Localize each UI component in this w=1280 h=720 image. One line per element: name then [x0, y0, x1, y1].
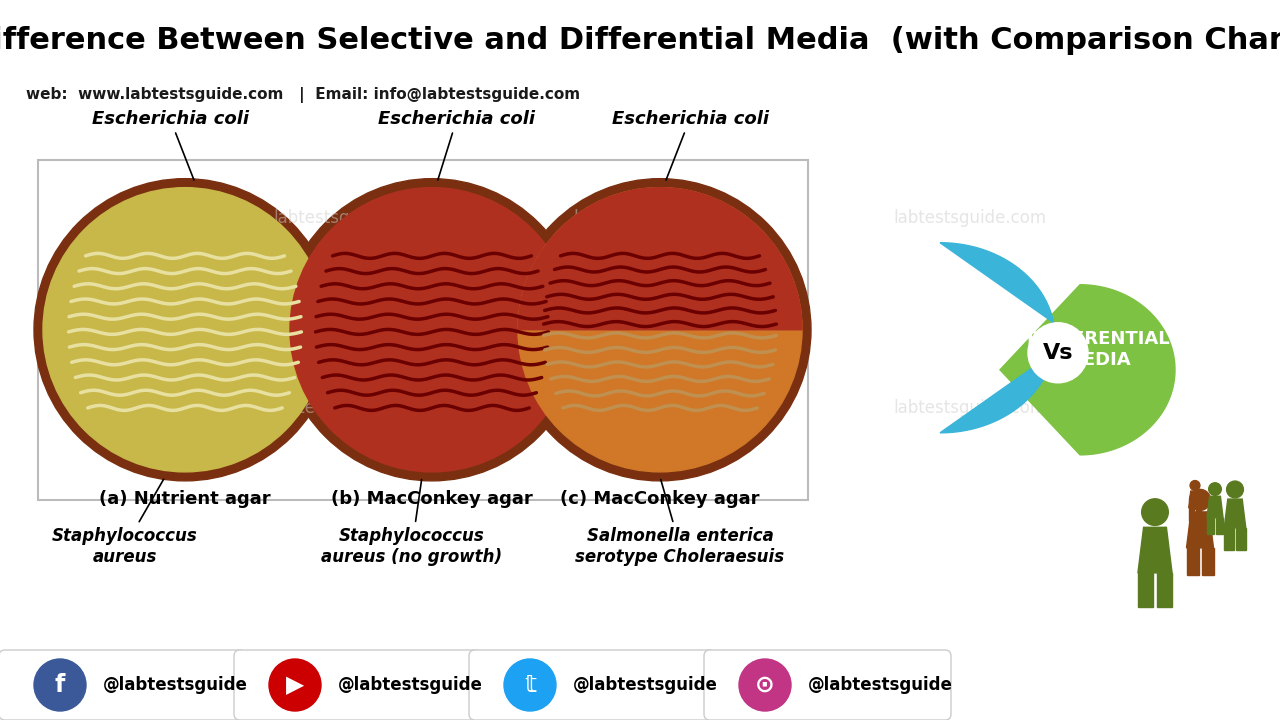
Polygon shape [1224, 528, 1234, 549]
Text: labtestsguide.com: labtestsguide.com [573, 209, 727, 227]
Text: ▶: ▶ [285, 673, 305, 697]
Text: web:  www.labtestsguide.com   |  Email: info@labtestsguide.com: web: www.labtestsguide.com | Email: info… [26, 87, 580, 104]
Circle shape [739, 659, 791, 711]
Text: Difference Between Selective and Differential Media  (with Comparison Chart): Difference Between Selective and Differe… [0, 26, 1280, 55]
Text: (a) Nutrient agar: (a) Nutrient agar [99, 490, 271, 508]
Circle shape [35, 179, 335, 481]
Text: labtestsguide.com: labtestsguide.com [893, 209, 1047, 227]
Circle shape [1208, 483, 1221, 495]
Polygon shape [1207, 518, 1215, 534]
Polygon shape [1189, 491, 1202, 508]
Circle shape [1226, 481, 1243, 498]
Polygon shape [1187, 548, 1198, 575]
Circle shape [269, 659, 321, 711]
Text: Vs: Vs [1043, 343, 1073, 363]
Polygon shape [1000, 284, 1175, 455]
Text: labtestsguide.com: labtestsguide.com [893, 399, 1047, 417]
Text: DIFFERENTIAL
MEDIA: DIFFERENTIAL MEDIA [1027, 330, 1170, 369]
Polygon shape [518, 188, 803, 330]
Polygon shape [1138, 527, 1172, 573]
Circle shape [291, 188, 573, 472]
Text: f: f [55, 673, 65, 697]
Polygon shape [1236, 528, 1245, 549]
Text: Escherichia coli: Escherichia coli [379, 109, 535, 180]
FancyBboxPatch shape [38, 160, 808, 500]
Text: (c) MacConkey agar: (c) MacConkey agar [561, 490, 760, 508]
Circle shape [44, 188, 326, 472]
Circle shape [504, 659, 556, 711]
Text: SELECTIVE
MEDIA: SELECTIVE MEDIA [887, 305, 1004, 346]
Text: labtestsguide.com: labtestsguide.com [274, 399, 426, 417]
Polygon shape [1207, 496, 1224, 518]
Text: Escherichia coli: Escherichia coli [91, 109, 248, 180]
Polygon shape [1189, 508, 1194, 521]
Text: Staphylococcus
aureus (no growth): Staphylococcus aureus (no growth) [321, 480, 503, 566]
Polygon shape [1157, 573, 1172, 607]
Circle shape [1142, 499, 1169, 526]
Polygon shape [1202, 548, 1213, 575]
Text: @labtestsguide: @labtestsguide [102, 676, 247, 694]
Polygon shape [1216, 518, 1224, 534]
Text: @labtestsguide: @labtestsguide [572, 676, 717, 694]
Polygon shape [1187, 512, 1213, 548]
Text: 𝕥: 𝕥 [524, 673, 536, 697]
Circle shape [1028, 323, 1088, 383]
Circle shape [1189, 490, 1211, 510]
Text: labtestsguide.com: labtestsguide.com [573, 399, 727, 417]
Circle shape [509, 179, 812, 481]
Polygon shape [940, 243, 1075, 433]
FancyBboxPatch shape [0, 650, 246, 720]
Circle shape [282, 179, 582, 481]
Text: @labtestsguide: @labtestsguide [808, 676, 952, 694]
Circle shape [35, 659, 86, 711]
Text: Staphylococcus
aureus: Staphylococcus aureus [52, 480, 198, 566]
Text: labtestsguide.com: labtestsguide.com [274, 209, 426, 227]
FancyBboxPatch shape [234, 650, 481, 720]
Text: ⊙: ⊙ [755, 673, 774, 697]
FancyBboxPatch shape [704, 650, 951, 720]
Circle shape [1190, 480, 1199, 490]
Text: @labtestsguide: @labtestsguide [338, 676, 483, 694]
FancyBboxPatch shape [468, 650, 716, 720]
Polygon shape [1138, 573, 1153, 607]
Circle shape [518, 188, 803, 472]
Text: (b) MacConkey agar: (b) MacConkey agar [332, 490, 532, 508]
Text: Escherichia coli: Escherichia coli [612, 109, 768, 180]
Text: Salmonella enterica
serotype Choleraesuis: Salmonella enterica serotype Choleraesui… [576, 480, 785, 566]
Polygon shape [1224, 499, 1245, 528]
Polygon shape [1196, 508, 1202, 521]
